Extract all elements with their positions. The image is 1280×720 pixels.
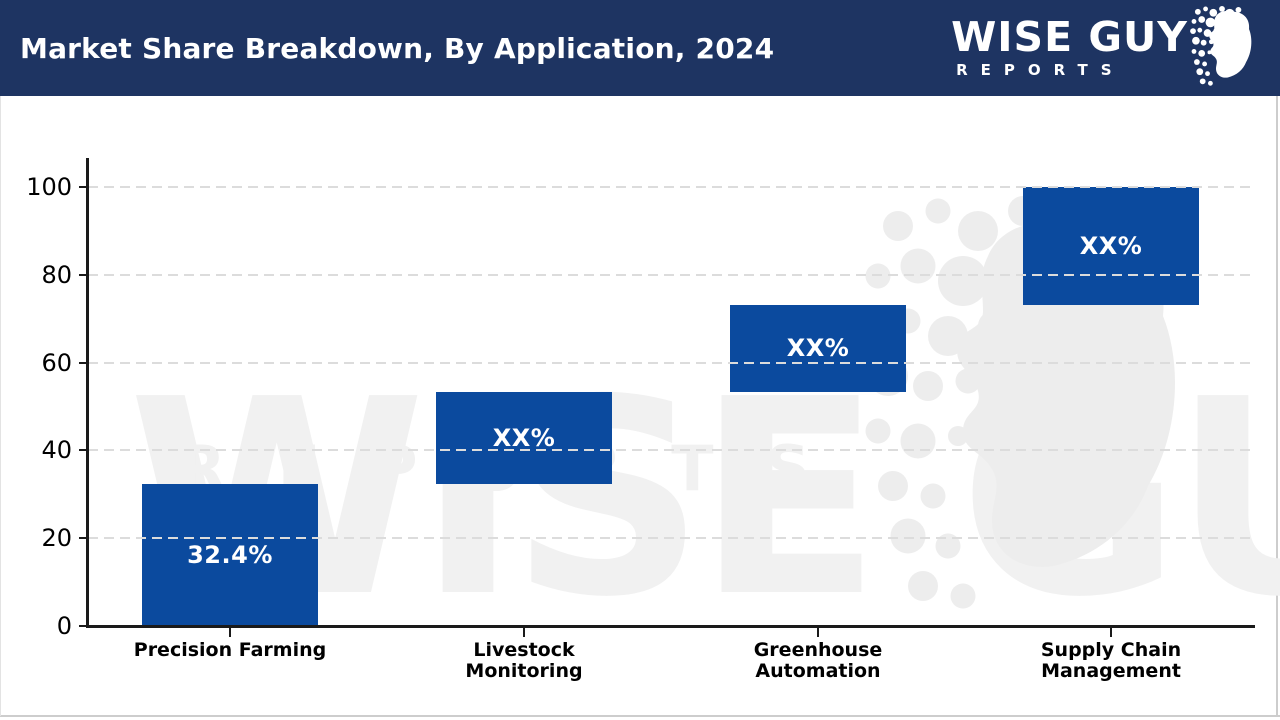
gridline-20: [88, 537, 1254, 540]
y-tick-40: [79, 449, 88, 452]
wiseguy-head-icon: [1190, 5, 1252, 86]
x-tick-2: [523, 628, 525, 637]
gridline-60: [88, 361, 1254, 364]
y-tick-label-40: 40: [41, 436, 72, 465]
x-tick-1: [229, 628, 231, 637]
x-axis-label-3: Greenhouse Automation: [753, 639, 883, 682]
bar-value-label: XX%: [786, 334, 850, 363]
content-left-border: [0, 96, 1, 716]
y-tick-60: [79, 361, 88, 364]
y-tick-label-0: 0: [56, 612, 72, 640]
x-tick-4: [1110, 628, 1112, 637]
bar-value-label: 32.4%: [187, 540, 273, 569]
bar-1: 32.4%: [142, 483, 318, 626]
brand-logo: WISE GUY REPORTS: [951, 5, 1254, 91]
x-axis-label-1: Precision Farming: [133, 639, 327, 661]
bar-3: XX%: [730, 304, 906, 392]
x-axis-label-4: Supply Chain Management: [1040, 639, 1182, 682]
y-axis-line: [86, 158, 89, 628]
content-bottom-border: [0, 715, 1280, 717]
y-tick-label-20: 20: [41, 524, 72, 553]
y-tick-100: [79, 186, 88, 188]
y-tick-0: [79, 625, 88, 627]
x-axis-line: [86, 625, 1255, 628]
gridline-80: [88, 273, 1254, 276]
bar-value-label: XX%: [492, 423, 556, 452]
brand-reports-label: REPORTS: [956, 61, 1125, 79]
brand-wordmark: WISE GUY: [951, 13, 1188, 61]
x-tick-3: [817, 628, 819, 637]
bar-2: XX%: [436, 392, 612, 484]
y-tick-80: [79, 273, 88, 276]
bar-4: XX%: [1023, 187, 1199, 305]
y-tick-label-60: 60: [41, 348, 72, 377]
page-title: Market Share Breakdown, By Application, …: [20, 31, 775, 65]
bar-value-label: XX%: [1079, 231, 1143, 260]
x-axis-label-2: Livestock Monitoring: [465, 639, 583, 682]
y-tick-label-100: 100: [26, 173, 72, 201]
gridline-40: [88, 449, 1254, 452]
gridline-100: [88, 186, 1254, 188]
y-tick-label-80: 80: [41, 260, 72, 289]
y-tick-20: [79, 537, 88, 540]
header-bar: Market Share Breakdown, By Application, …: [0, 0, 1280, 96]
content-right-border: [1276, 96, 1278, 716]
